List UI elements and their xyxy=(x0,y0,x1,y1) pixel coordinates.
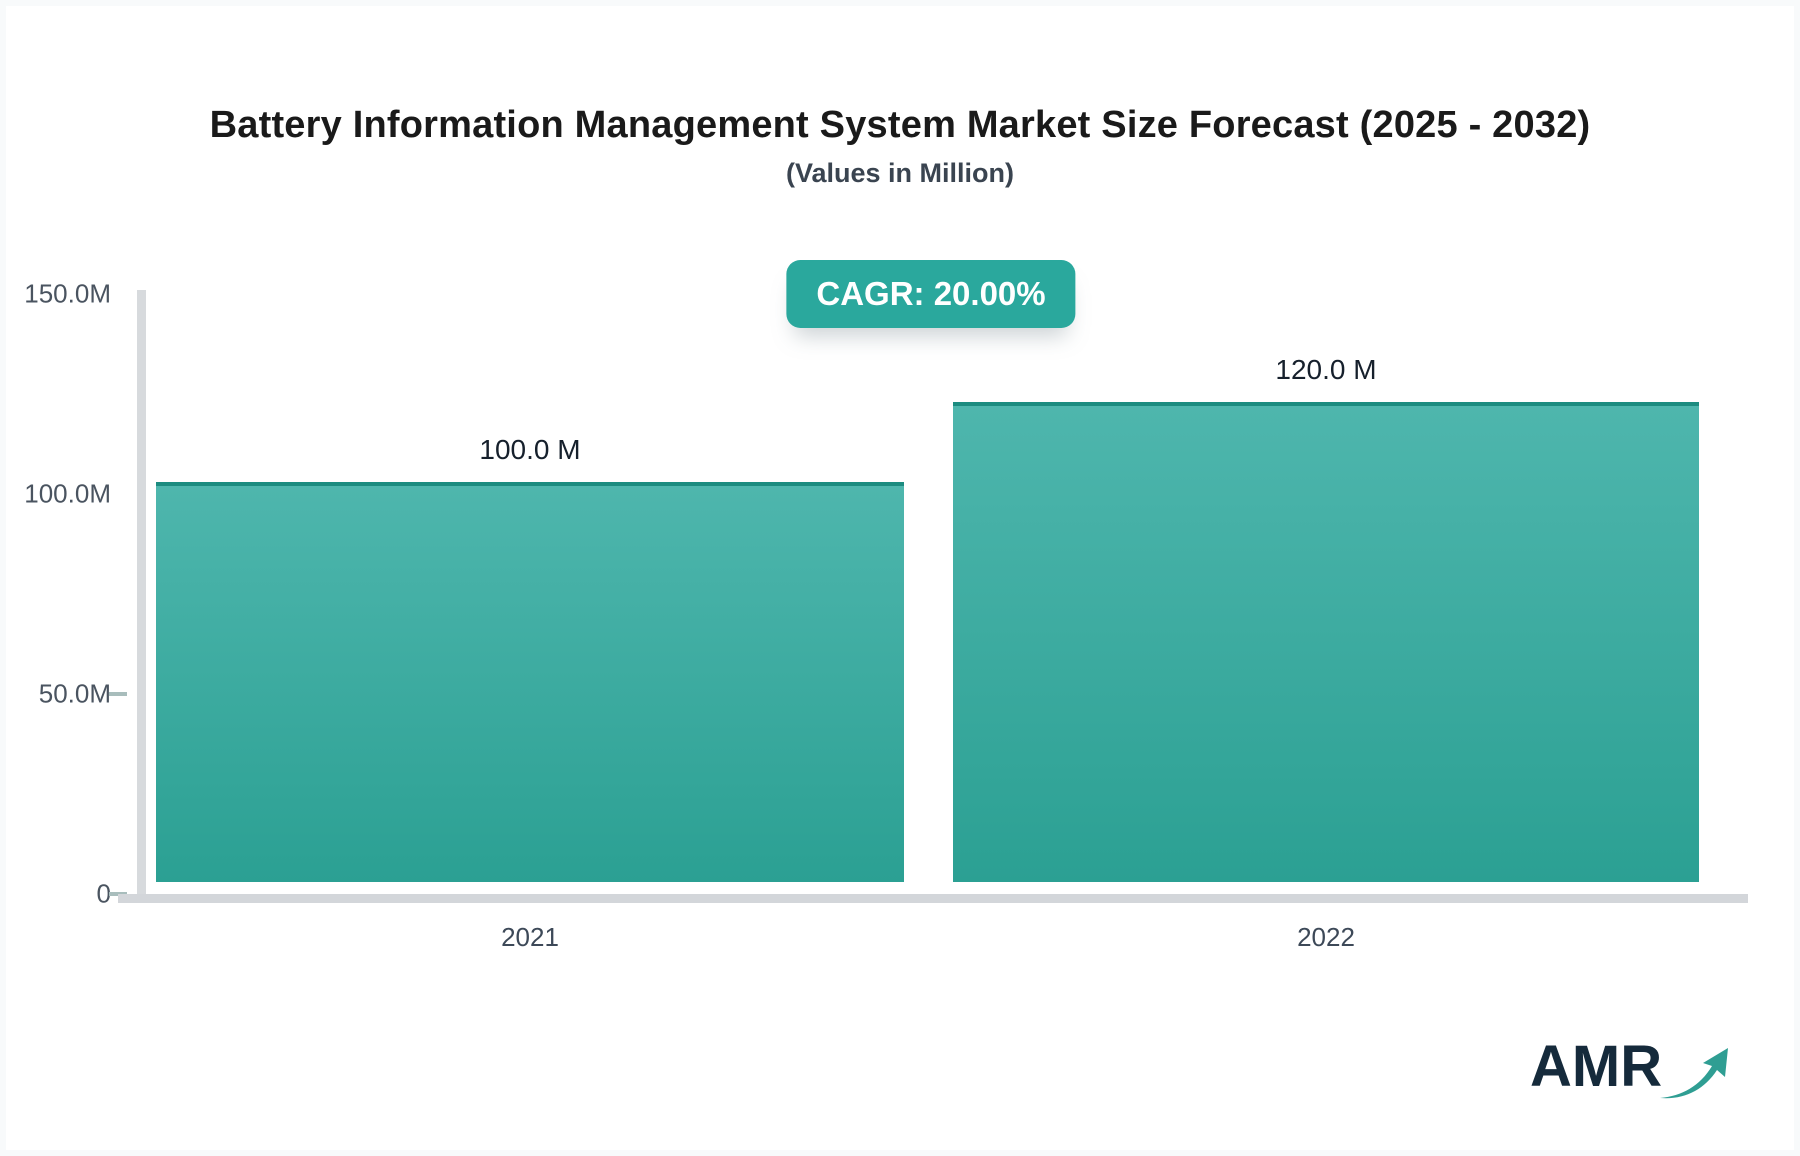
cagr-badge: CAGR: 20.00% xyxy=(786,260,1076,328)
growth-arrow-icon xyxy=(1656,1040,1734,1111)
x-tick-label-2022: 2022 xyxy=(1297,922,1355,952)
y-axis-line xyxy=(137,290,146,903)
bar-chart-plot: 150.0M 100.0M 50.0M 0 100.0 M 120.0 M 20… xyxy=(6,6,1794,1150)
y-tick-label-50m: 50.0M xyxy=(38,678,111,709)
bar-2021 xyxy=(156,482,904,882)
amr-logo: AMR xyxy=(1530,1038,1734,1111)
bar-value-2021: 100.0 M xyxy=(479,434,581,465)
bar-2022 xyxy=(953,402,1699,882)
y-tick-mark-50m xyxy=(109,692,127,696)
chart-card: Battery Information Management System Ma… xyxy=(6,6,1794,1150)
amr-logo-text: AMR xyxy=(1530,1034,1663,1099)
bar-value-2022: 120.0 M xyxy=(1275,354,1377,385)
x-tick-label-2021: 2021 xyxy=(501,922,559,952)
y-tick-label-0: 0 xyxy=(96,878,111,909)
chart-title: Battery Information Management System Ma… xyxy=(209,104,1591,146)
chart-subtitle: (Values in Million) xyxy=(785,158,1015,188)
y-tick-label-100m: 100.0M xyxy=(24,478,111,509)
x-axis-line xyxy=(118,894,1748,903)
y-tick-label-150m: 150.0M xyxy=(24,278,111,309)
